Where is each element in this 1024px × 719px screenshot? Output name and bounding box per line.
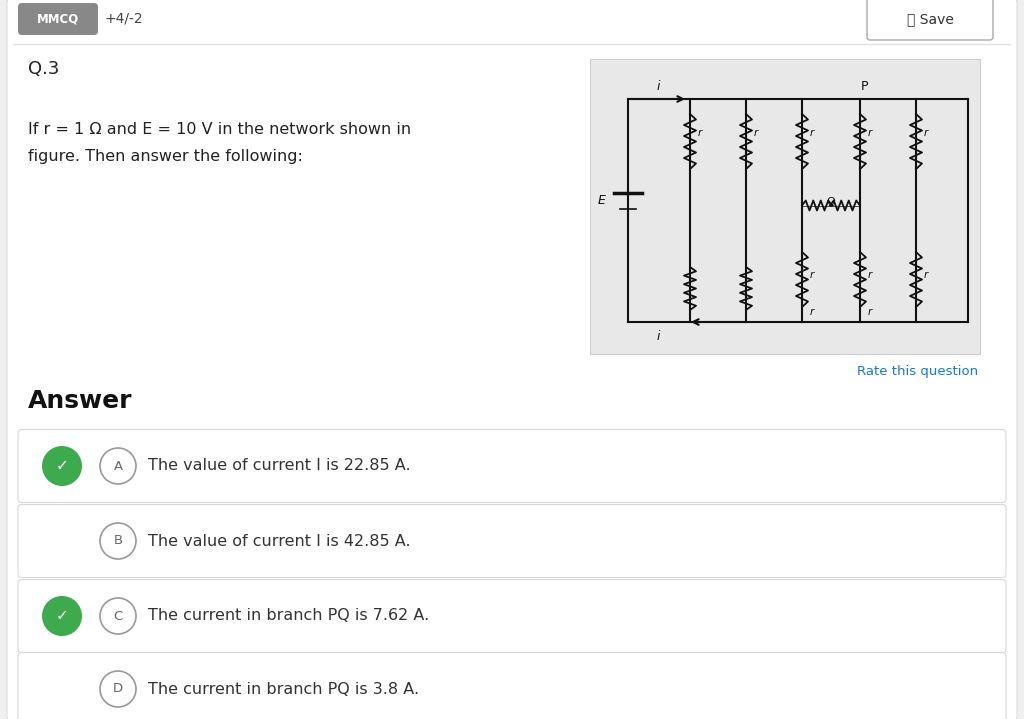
Text: +4/-2: +4/-2 [105,12,143,26]
Text: r: r [698,129,702,139]
FancyBboxPatch shape [18,653,1006,719]
Circle shape [42,596,82,636]
Text: ⧄ Save: ⧄ Save [906,12,953,26]
Text: P: P [861,81,868,93]
Text: Rate this question: Rate this question [857,365,978,378]
Text: Q.3: Q.3 [28,60,59,78]
Text: D: D [113,682,123,695]
Text: B: B [114,534,123,547]
Text: i: i [656,81,659,93]
Text: A: A [114,459,123,472]
FancyBboxPatch shape [590,59,980,354]
Text: ✓: ✓ [55,459,69,474]
Text: r: r [924,129,928,139]
Text: The current in branch PQ is 3.8 A.: The current in branch PQ is 3.8 A. [148,682,419,697]
Text: The current in branch PQ is 7.62 A.: The current in branch PQ is 7.62 A. [148,608,429,623]
Text: r: r [868,307,872,317]
Text: Answer: Answer [28,389,132,413]
Text: r: r [754,129,758,139]
Text: r: r [868,129,872,139]
Text: figure. Then answer the following:: figure. Then answer the following: [28,149,303,163]
FancyBboxPatch shape [18,429,1006,503]
FancyBboxPatch shape [18,505,1006,577]
Text: i: i [656,329,659,342]
Text: r: r [868,270,872,280]
Text: C: C [114,610,123,623]
Text: r: r [810,129,814,139]
Text: r: r [810,270,814,280]
FancyBboxPatch shape [7,0,1017,719]
Text: E: E [598,194,606,207]
Text: r: r [924,270,928,280]
FancyBboxPatch shape [18,3,98,35]
FancyBboxPatch shape [867,0,993,40]
Text: ✓: ✓ [55,608,69,623]
Text: MMCQ: MMCQ [37,12,79,25]
Text: If r = 1 Ω and E = 10 V in the network shown in: If r = 1 Ω and E = 10 V in the network s… [28,122,411,137]
Text: The value of current I is 42.85 A.: The value of current I is 42.85 A. [148,533,411,549]
FancyBboxPatch shape [18,580,1006,653]
Circle shape [42,446,82,486]
Text: Q: Q [826,198,836,208]
Text: r: r [810,307,814,317]
Text: The value of current I is 22.85 A.: The value of current I is 22.85 A. [148,459,411,474]
